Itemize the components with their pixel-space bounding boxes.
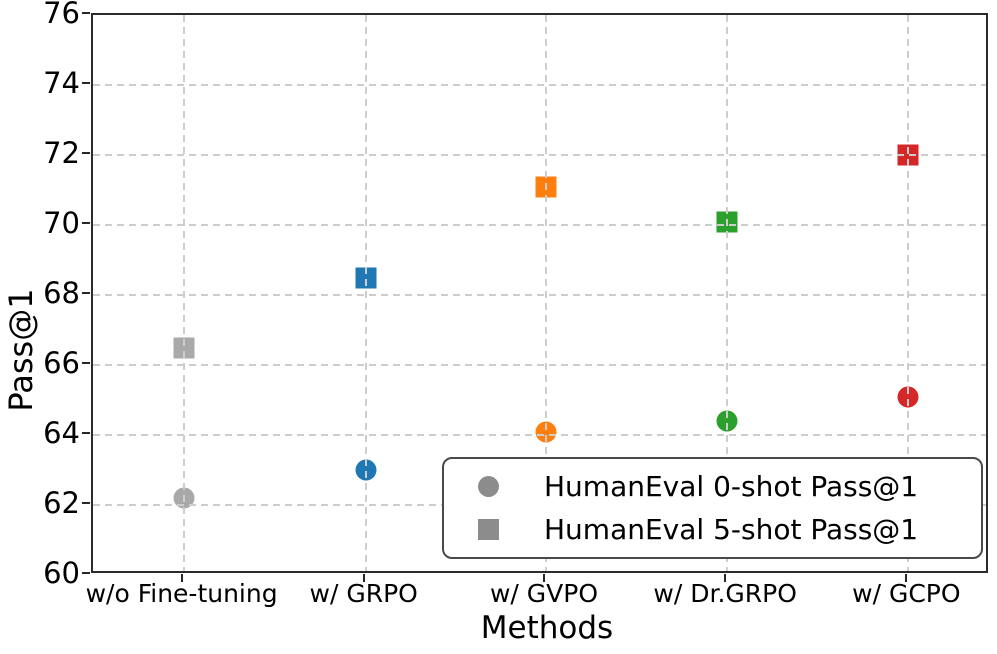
data-point-square xyxy=(716,211,738,232)
square-marker-icon xyxy=(478,518,499,540)
data-point-square xyxy=(355,267,377,288)
y-tick-label: 64 xyxy=(43,416,80,450)
x-tick-label: w/ GRPO xyxy=(309,579,418,608)
plot-area: HumanEval 0-shot Pass@1 HumanEval 5-shot… xyxy=(91,13,988,573)
data-point-circle xyxy=(355,459,377,481)
data-point-square xyxy=(535,176,557,197)
y-tick-mark xyxy=(82,12,90,14)
y-tick-label: 62 xyxy=(43,486,80,520)
x-axis-label: Methods xyxy=(480,610,614,646)
x-tick-label: w/ GCPO xyxy=(852,579,961,608)
y-tick-mark xyxy=(82,572,90,574)
y-axis-label: Pass@1 xyxy=(2,288,40,412)
data-point-circle xyxy=(173,487,195,509)
y-tick-mark xyxy=(82,432,90,434)
data-point-square xyxy=(173,337,195,358)
data-point-circle xyxy=(716,410,738,432)
x-tick-mark xyxy=(180,574,183,582)
y-tick-mark xyxy=(82,152,90,154)
circle-marker-icon xyxy=(478,476,499,498)
legend-label-0shot: HumanEval 0-shot Pass@1 xyxy=(544,470,919,504)
y-tick-label: 72 xyxy=(43,136,80,170)
data-point-circle xyxy=(897,386,919,407)
y-tick-mark xyxy=(82,82,90,84)
x-tick-mark xyxy=(542,574,545,582)
x-tick-label: w/o Fine-tuning xyxy=(85,579,278,608)
x-tick-label: w/ Dr.GRPO xyxy=(653,579,797,608)
y-tick-label: 74 xyxy=(43,66,80,100)
data-point-square xyxy=(897,144,919,166)
x-tick-mark xyxy=(362,574,365,582)
legend-item-0shot: HumanEval 0-shot Pass@1 xyxy=(444,470,981,503)
y-tick-mark xyxy=(82,292,90,294)
y-tick-label: 60 xyxy=(43,556,80,590)
x-tick-label: w/ GVPO xyxy=(489,579,599,608)
y-tick-mark xyxy=(82,502,90,504)
x-tick-mark xyxy=(724,574,727,582)
legend: HumanEval 0-shot Pass@1 HumanEval 5-shot… xyxy=(442,457,983,559)
y-tick-label: 70 xyxy=(43,206,80,240)
x-tick-mark xyxy=(905,574,908,582)
y-tick-mark xyxy=(82,362,90,364)
y-tick-label: 76 xyxy=(43,0,80,30)
legend-label-5shot: HumanEval 5-shot Pass@1 xyxy=(544,512,919,546)
data-point-circle xyxy=(535,421,557,442)
legend-item-5shot: HumanEval 5-shot Pass@1 xyxy=(444,513,981,546)
y-tick-mark xyxy=(82,222,90,224)
